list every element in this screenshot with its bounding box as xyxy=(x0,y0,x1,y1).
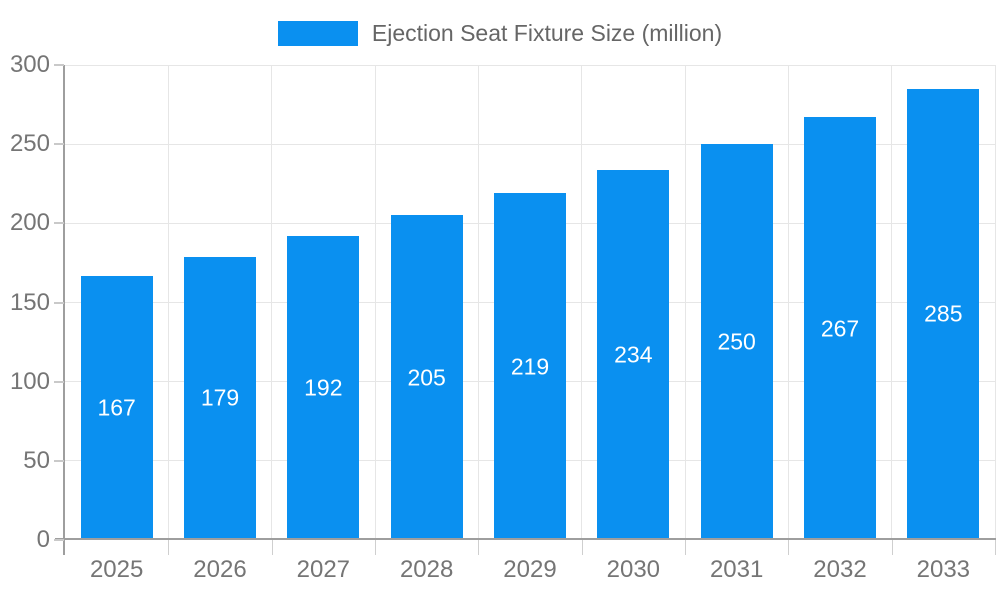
h-gridline-300 xyxy=(65,64,995,66)
x-tick-mark-8 xyxy=(891,540,893,555)
y-tick-label-150: 150 xyxy=(9,288,50,316)
plot-area: 167 179 192 205 219 234 250 267 285 xyxy=(65,64,996,540)
x-tick-mark-7 xyxy=(788,540,790,555)
v-gridline-9 xyxy=(994,65,996,540)
bar-2032[interactable] xyxy=(804,117,876,540)
bar-2026[interactable] xyxy=(184,256,256,540)
x-tick-mark-4 xyxy=(478,540,480,555)
v-gridline-6 xyxy=(684,65,686,540)
x-tick-label-2025: 2025 xyxy=(89,556,144,583)
x-tick-mark-3 xyxy=(375,540,376,555)
y-tick-label-300: 300 xyxy=(9,51,50,78)
x-tick-mark-5 xyxy=(581,540,583,555)
v-gridline-7 xyxy=(787,65,789,540)
bar-2030[interactable] xyxy=(597,169,670,540)
y-tick-mark-50 xyxy=(54,459,64,462)
bar-2028[interactable] xyxy=(390,215,463,540)
v-gridline-5 xyxy=(581,65,583,540)
v-gridline-4 xyxy=(477,65,479,540)
x-tick-mark-6 xyxy=(685,540,686,555)
h-gridline-250 xyxy=(65,143,995,145)
y-tick-mark-0 xyxy=(54,539,64,541)
v-gridline-3 xyxy=(374,65,376,540)
legend[interactable]: Ejection Seat Fixture Size (million) xyxy=(0,18,1000,48)
x-tick-label-2026: 2026 xyxy=(193,556,247,583)
y-tick-label-0: 0 xyxy=(36,526,50,553)
y-tick-mark-150 xyxy=(54,301,64,304)
y-tick-mark-300 xyxy=(54,64,64,66)
x-tick-label-2032: 2032 xyxy=(813,556,867,583)
v-gridline-8 xyxy=(891,65,893,540)
y-tick-label-250: 250 xyxy=(9,130,50,158)
y-tick-mark-200 xyxy=(54,222,64,225)
y-tick-label-50: 50 xyxy=(23,446,50,474)
x-tick-label-2033: 2033 xyxy=(916,556,971,583)
y-axis-line xyxy=(63,65,65,555)
bar-2025[interactable] xyxy=(80,275,153,540)
x-tick-mark-1 xyxy=(168,540,170,555)
y-tick-mark-100 xyxy=(54,380,64,383)
bar-2033[interactable] xyxy=(907,88,980,540)
x-tick-label-2030: 2030 xyxy=(606,556,661,583)
v-gridline-2 xyxy=(271,65,273,540)
x-tick-label-2031: 2031 xyxy=(709,556,764,583)
x-tick-mark-2 xyxy=(271,540,273,555)
v-gridline-1 xyxy=(167,65,169,540)
x-tick-label-2027: 2027 xyxy=(296,556,351,583)
y-tick-label-100: 100 xyxy=(9,367,50,395)
y-tick-label-200: 200 xyxy=(9,209,50,237)
legend-swatch xyxy=(277,20,358,46)
x-tick-mark-9 xyxy=(995,540,996,555)
y-tick-mark-250 xyxy=(54,143,64,146)
x-axis-line xyxy=(55,538,996,540)
x-tick-label-2029: 2029 xyxy=(503,556,557,583)
bar-2027[interactable] xyxy=(287,236,360,540)
legend-label: Ejection Seat Fixture Size (million) xyxy=(371,19,723,46)
bar-2029[interactable] xyxy=(494,193,566,540)
bar-2031[interactable] xyxy=(700,144,773,540)
x-tick-label-2028: 2028 xyxy=(399,556,454,583)
